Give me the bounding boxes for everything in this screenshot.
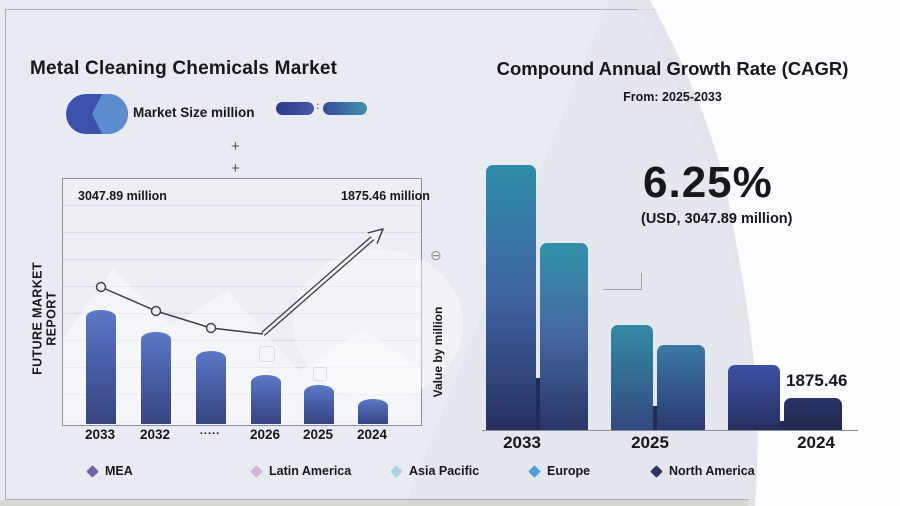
watermark-icon: [259, 346, 275, 362]
legend-diamond-icon: [390, 464, 403, 478]
watermark-icon: [313, 367, 327, 381]
right-x-label-2025: 2025: [631, 433, 669, 452]
legend-label: Asia Pacific: [409, 464, 480, 478]
right-chart-subtitle: From: 2025-2033: [623, 90, 722, 104]
left-x-label-1: 2033: [84, 427, 116, 442]
legend-label: MEA: [105, 464, 133, 478]
left-x-label-3: .....: [199, 425, 221, 437]
pill-shape-teal: [323, 102, 367, 115]
right-chart-title: Compound Annual Growth Rate (CAGR): [496, 58, 849, 79]
left-x-label-2: 2032: [139, 427, 171, 442]
legend-item-north-america: North America: [650, 464, 755, 478]
minus-circle-icon: ⊖: [430, 247, 442, 263]
right-chart-bar-bridge: [536, 378, 540, 430]
left-chart-title: Metal Cleaning Chemicals Market: [30, 58, 338, 79]
background-cloud-shape: [293, 249, 463, 399]
left-chart-bar-2026: [251, 375, 281, 424]
value-by-million-label: Value by million: [431, 306, 445, 398]
end-value-annotation: 1875.46 million: [341, 189, 430, 203]
left-chart-bar-2033: [86, 310, 116, 424]
legend-item-asia-pacific: Asia Pacific: [390, 464, 480, 478]
left-chart-frame: [62, 178, 463, 426]
trend-line-arrow: [95, 228, 384, 336]
legend-item-mea: MEA: [86, 464, 133, 478]
pill-shape-dark: [276, 102, 314, 115]
right-chart-bar-2033-a: [486, 165, 536, 430]
legend-label: Europe: [547, 464, 591, 478]
legend-diamond-icon: [650, 464, 663, 478]
right-chart-axis-line: [482, 430, 858, 431]
left-x-label-6: 2024: [356, 427, 388, 442]
legend-item-latin-america: Latin America: [250, 464, 352, 478]
legend-label: Latin America: [269, 464, 352, 478]
future-market-report-label: FUTURE MARKET REPORT: [30, 262, 59, 375]
right-x-label-2024: 2024: [797, 433, 835, 452]
legend-label: North America: [669, 464, 755, 478]
pill-separator: :: [316, 101, 320, 112]
plus-mark-icon: +: [231, 160, 240, 177]
market-size-label: Market Size million: [133, 105, 255, 120]
right-chart-bar-2025-a: [611, 325, 653, 430]
right-chart-bar-bridge: [653, 406, 657, 430]
right-chart-bar-bridge: [780, 421, 784, 430]
left-chart-x-axis: 2033 2032..... 2026 2025 2024: [62, 425, 420, 445]
legend-diamond-icon: [250, 464, 263, 478]
region-legend: MEA Latin America Asia Pacific Europe North …: [0, 464, 900, 486]
left-chart-bar-2032: [141, 332, 171, 424]
cylinder-database-icon: [66, 94, 128, 134]
legend-item-europe: Europe: [528, 464, 591, 478]
left-chart-bar-.....: [196, 351, 226, 424]
legend-diamond-icon: [86, 464, 99, 478]
start-value-annotation: 3047.89 million: [78, 189, 167, 203]
legend-diamond-icon: [528, 464, 541, 478]
left-chart-bar-2024: [358, 399, 388, 424]
left-chart-bar-2025: [304, 385, 334, 424]
left-x-label-5: 2025: [302, 427, 334, 442]
right-chart-data-label: 1875.46: [786, 371, 848, 390]
bottom-edge-strip: [0, 500, 900, 506]
left-x-label-4: 2026: [249, 427, 281, 442]
right-chart-bar-2025-b: [657, 345, 705, 430]
right-chart-area: 2033 2025 2024: [470, 150, 870, 460]
right-chart-bar-2024-b: [784, 398, 842, 430]
cylinder-face: [92, 94, 128, 134]
right-x-label-2033: 2033: [503, 433, 541, 452]
right-chart-bar-2024-a: [728, 365, 780, 430]
right-chart-bar-2033-b: [540, 243, 588, 430]
plus-mark-icon: +: [231, 138, 240, 155]
